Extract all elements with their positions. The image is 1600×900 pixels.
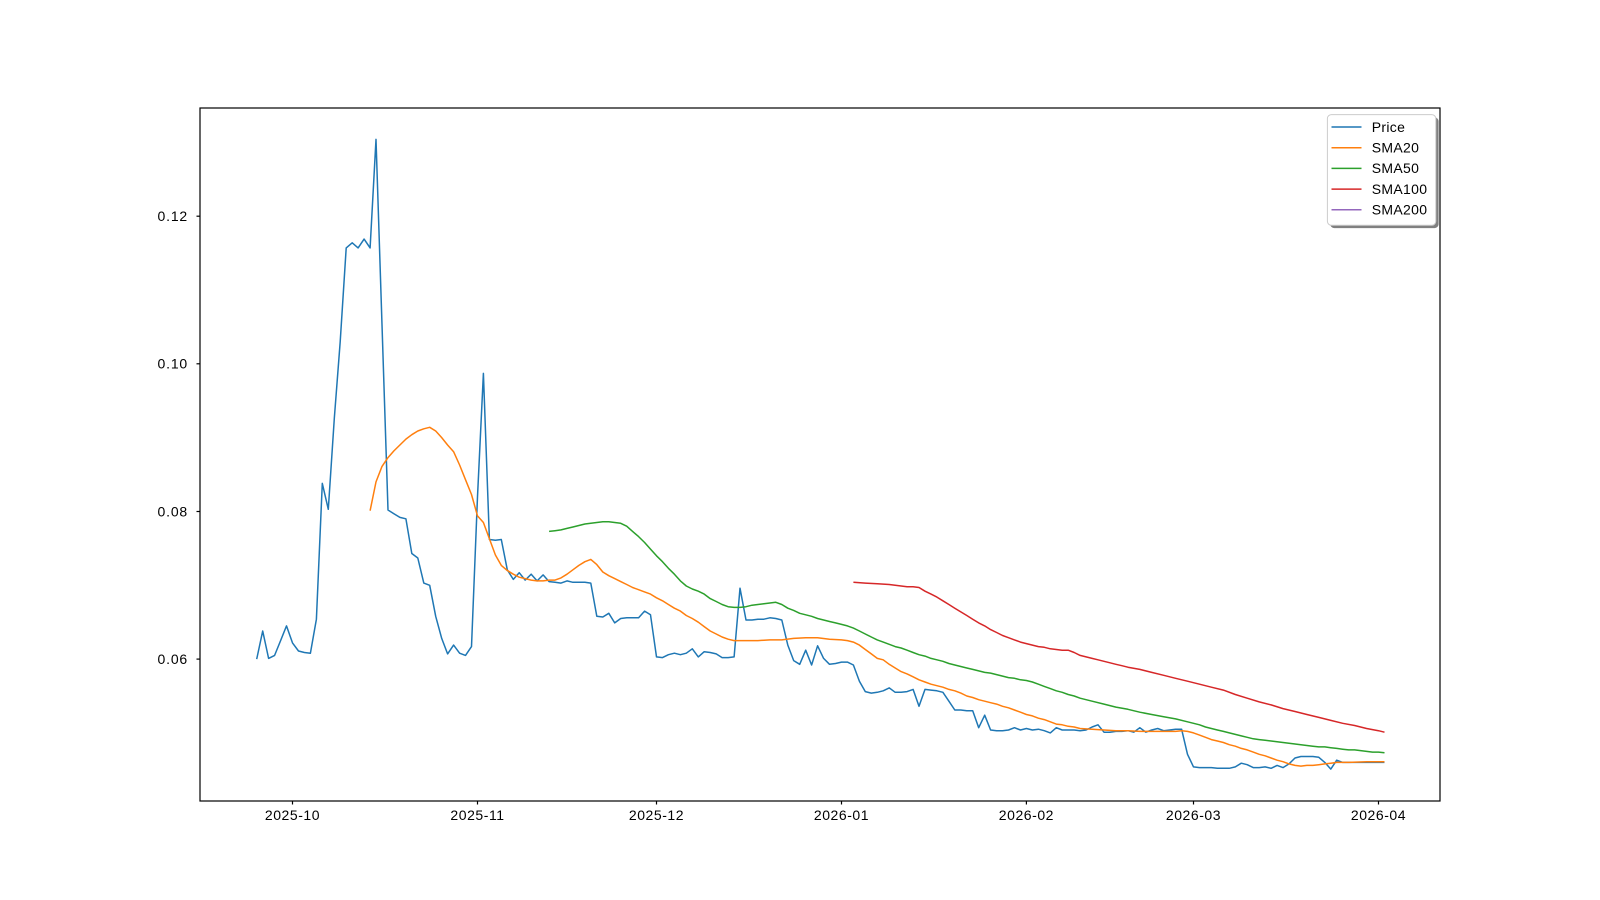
svg-text:2026-04: 2026-04 <box>1351 807 1406 823</box>
svg-text:2025-12: 2025-12 <box>629 807 684 823</box>
svg-text:0.08: 0.08 <box>158 503 188 519</box>
svg-text:SMA200: SMA200 <box>1372 202 1428 218</box>
svg-text:SMA100: SMA100 <box>1372 181 1428 197</box>
svg-text:SMA50: SMA50 <box>1372 160 1419 176</box>
svg-text:2026-03: 2026-03 <box>1166 807 1221 823</box>
svg-text:Price: Price <box>1372 119 1405 135</box>
svg-text:0.12: 0.12 <box>158 208 188 224</box>
svg-text:2025-11: 2025-11 <box>450 807 504 823</box>
svg-text:0.10: 0.10 <box>158 356 188 372</box>
svg-text:2026-01: 2026-01 <box>814 807 869 823</box>
svg-text:2025-10: 2025-10 <box>265 807 320 823</box>
svg-text:2026-02: 2026-02 <box>999 807 1054 823</box>
svg-text:0.06: 0.06 <box>158 651 188 667</box>
svg-text:SMA20: SMA20 <box>1372 140 1419 156</box>
